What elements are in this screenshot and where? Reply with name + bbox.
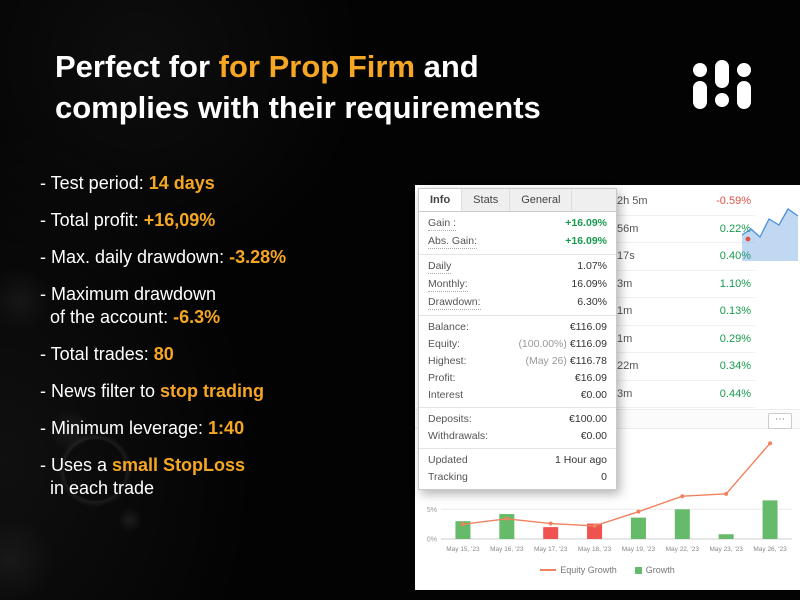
svg-text:May 22, '23: May 22, '23 [666, 546, 700, 553]
trade-row: 1m 0.29% [613, 326, 755, 353]
svg-text:5%: 5% [427, 507, 437, 514]
svg-text:May 23, '23: May 23, '23 [709, 546, 743, 553]
svg-text:May 15, '23: May 15, '23 [446, 546, 480, 553]
legend-item: Equity Growth [540, 565, 617, 575]
stat-row: Withdrawals: €0.00 [428, 430, 607, 442]
svg-text:May 26, '23: May 26, '23 [753, 546, 787, 553]
title-line1: Perfect for for Prop Firm and [55, 46, 541, 87]
stat-row: Daily 1.07% [428, 260, 607, 274]
bullet-item: - Uses a small StopLoss in each trade [40, 455, 246, 498]
stats-screenshot: 2h 5m -0.59% 56m 0.22% 17s 0.40% 3m 1.10% 1m 0.13… [415, 185, 800, 590]
trade-row: 56m 0.22% [613, 216, 755, 243]
info-card: Info Stats General Gain : +16.09% Abs. Gain:… [418, 188, 617, 490]
brand-logo [686, 52, 758, 123]
svg-text:0%: 0% [427, 537, 437, 544]
trade-row: 3m 1.10% [613, 271, 755, 298]
stat-row: Gain : +16.09% [428, 217, 607, 231]
chart-legend: Equity Growth Growth [415, 565, 800, 575]
bullet-item: - Test period: 14 days [40, 173, 215, 193]
stat-row: Interest €0.00 [428, 389, 607, 401]
chart-menu-button[interactable]: ⋯ [768, 413, 792, 429]
trade-row: 22m 0.34% [613, 353, 755, 381]
growth-chart-area: 0% 5% May 15, '23 May 16, '23 May 17, '23 May… [415, 433, 800, 575]
trade-row: 3m 0.44% [613, 381, 755, 408]
title-highlight: for Prop Firm [218, 49, 416, 84]
stat-row: Updated 1 Hour ago [428, 454, 607, 466]
bullet-item: - Max. daily drawdown: -3.28% [40, 247, 287, 267]
title-post: and [415, 49, 479, 84]
panel-body: Gain : +16.09% Abs. Gain: +16.09% Daily 1.07%… [419, 212, 616, 489]
legend-item: Growth [634, 565, 675, 575]
sparkline-marker-dot [745, 236, 751, 242]
svg-text:May 18, '23: May 18, '23 [578, 546, 612, 553]
tab-general[interactable]: General [510, 189, 573, 211]
stat-row: Deposits: €100.00 [428, 413, 607, 425]
tab-info[interactable]: Info [419, 189, 463, 211]
trade-row: 17s 0.40% [613, 243, 755, 271]
stat-row: Equity: (100.00%) €116.09 [428, 338, 607, 350]
bullet-list: - Test period: 14 days - Total profit: +1… [40, 172, 412, 514]
trade-row: 2h 5m -0.59% [613, 188, 755, 216]
title-pre: Perfect for [55, 49, 219, 84]
stat-row: Highest: (May 26) €116.78 [428, 355, 607, 367]
svg-text:May 16, '23: May 16, '23 [490, 546, 524, 553]
svg-text:May 17, '23: May 17, '23 [534, 546, 568, 553]
stat-row: Profit: €16.09 [428, 372, 607, 384]
bullet-item: - Maximum drawdown of the account: -6.3% [40, 284, 221, 327]
stat-row: Drawdown: 6.30% [428, 296, 607, 310]
bullet-item: - Total profit: +16,09% [40, 210, 216, 230]
dots-logo-icon [693, 60, 751, 109]
svg-text:May 19, '23: May 19, '23 [622, 546, 656, 553]
bullet-item: - News filter to stop trading [40, 381, 265, 401]
title-line2: complies with their requirements [55, 90, 541, 125]
panel-tabs: Info Stats General [419, 189, 616, 212]
sparkline-chart [742, 208, 798, 261]
stat-row: Monthly: 16.09% [428, 278, 607, 292]
page-title: Perfect for for Prop Firm and complies w… [55, 46, 541, 128]
tab-stats[interactable]: Stats [462, 189, 511, 211]
trade-row: 1m 0.13% [613, 298, 755, 326]
bullet-item: - Minimum leverage: 1:40 [40, 418, 245, 438]
stat-row: Balance: €116.09 [428, 321, 607, 333]
trade-list: 2h 5m -0.59% 56m 0.22% 17s 0.40% 3m 1.10% 1m 0.13… [613, 188, 755, 408]
stat-row: Abs. Gain: +16.09% [428, 235, 607, 249]
stat-row: Tracking 0 [428, 471, 607, 483]
bullet-item: - Total trades: 80 [40, 344, 174, 364]
growth-chart: 0% 5% May 15, '23 May 16, '23 May 17, '23 May… [427, 441, 792, 553]
